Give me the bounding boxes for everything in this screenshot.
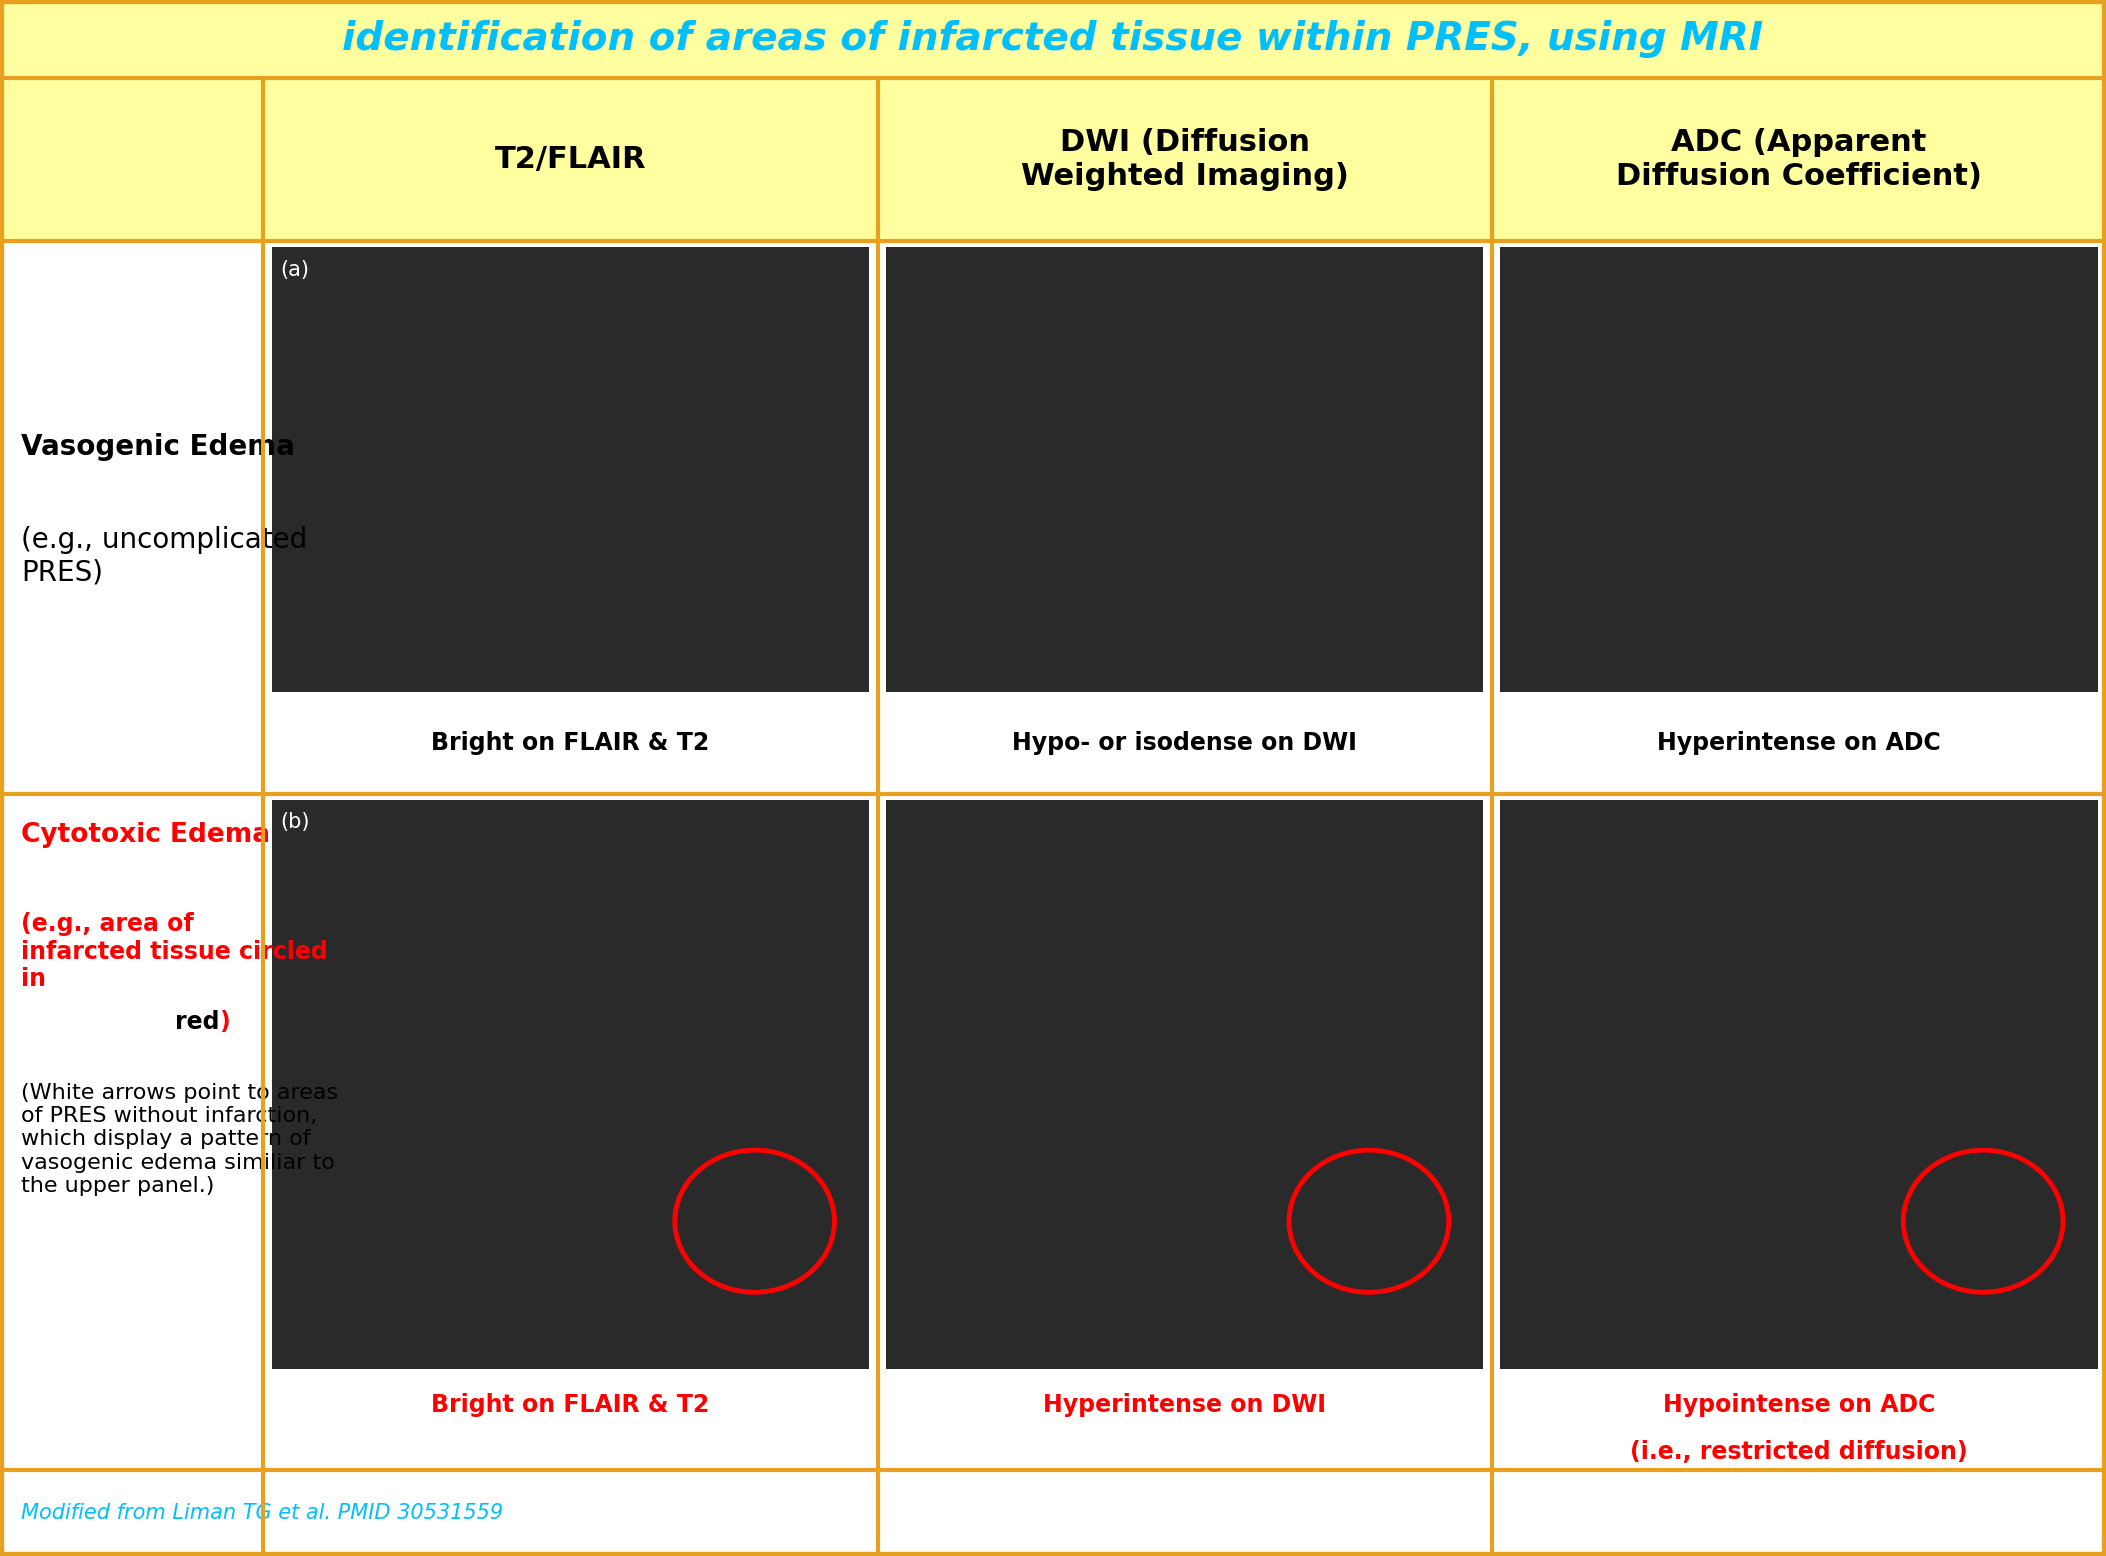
Text: ADC (Apparent
Diffusion Coefficient): ADC (Apparent Diffusion Coefficient) <box>1615 128 1982 191</box>
Text: Hyperintense on ADC: Hyperintense on ADC <box>1657 731 1942 755</box>
Text: Cytotoxic Edema: Cytotoxic Edema <box>21 822 270 848</box>
Text: Hypointense on ADC: Hypointense on ADC <box>1664 1393 1935 1416</box>
Text: (e.g., uncomplicated
PRES): (e.g., uncomplicated PRES) <box>21 526 307 587</box>
Bar <box>272 800 870 1369</box>
Text: (e.g., area of
infarcted tissue circled
in: (e.g., area of infarcted tissue circled … <box>21 912 329 991</box>
Bar <box>0 1470 2106 1556</box>
Bar <box>887 800 1483 1369</box>
Bar <box>0 0 2106 78</box>
Text: DWI (Diffusion
Weighted Imaging): DWI (Diffusion Weighted Imaging) <box>1021 128 1348 191</box>
Text: Bright on FLAIR & T2: Bright on FLAIR & T2 <box>432 731 710 755</box>
Text: (White arrows point to areas
of PRES without infarction,
which display a pattern: (White arrows point to areas of PRES wit… <box>21 1083 339 1195</box>
Bar <box>0 241 2106 794</box>
Text: Modified from Liman TG et al. PMID 30531559: Modified from Liman TG et al. PMID 30531… <box>21 1503 503 1523</box>
Bar <box>1499 247 2098 692</box>
Text: (a): (a) <box>280 260 310 280</box>
Bar <box>272 247 870 692</box>
Text: Hypo- or isodense on DWI: Hypo- or isodense on DWI <box>1013 731 1356 755</box>
Text: Hyperintense on DWI: Hyperintense on DWI <box>1042 1393 1327 1416</box>
Text: ): ) <box>219 1010 230 1033</box>
Bar <box>0 78 2106 241</box>
Text: Vasogenic Edema: Vasogenic Edema <box>21 434 295 461</box>
Bar <box>0 794 2106 1470</box>
Text: Bright on FLAIR & T2: Bright on FLAIR & T2 <box>432 1393 710 1416</box>
Bar <box>887 247 1483 692</box>
Text: identification of areas of infarcted tissue within PRES, using MRI: identification of areas of infarcted tis… <box>343 20 1763 58</box>
Text: (i.e., restricted diffusion): (i.e., restricted diffusion) <box>1630 1441 1967 1464</box>
Bar <box>1499 800 2098 1369</box>
Text: (b): (b) <box>280 812 310 832</box>
Text: red: red <box>175 1010 219 1033</box>
Text: T2/FLAIR: T2/FLAIR <box>495 145 647 174</box>
